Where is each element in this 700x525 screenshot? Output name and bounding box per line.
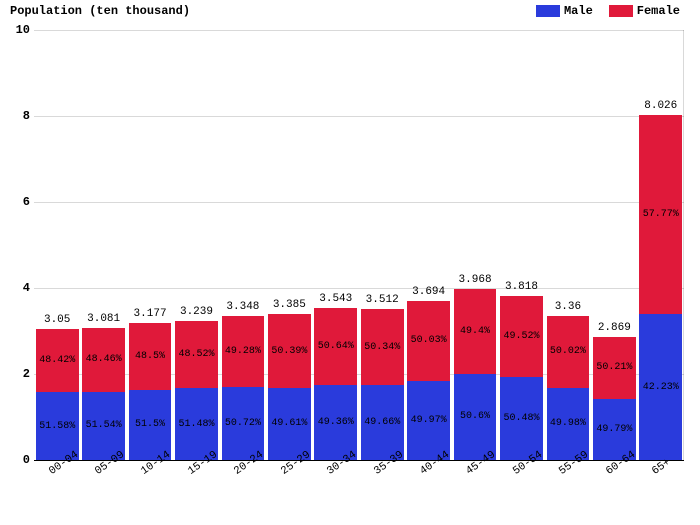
legend-item-female: Female	[609, 4, 680, 18]
bar-total-label: 3.385	[273, 299, 306, 311]
bar-total-label: 3.239	[180, 306, 213, 318]
bar-total-label: 3.512	[366, 294, 399, 306]
bar-total-label: 3.177	[134, 308, 167, 320]
male-pct-label: 51.5%	[135, 419, 165, 430]
male-pct-label: 51.54%	[86, 420, 122, 431]
y-tick-label: 8	[8, 109, 30, 123]
female-pct-label: 50.34%	[364, 342, 400, 353]
bar-group: 51.58%48.42%3.05	[36, 329, 79, 460]
bar-group: 49.97%50.03%3.694	[407, 301, 450, 460]
female-pct-label: 49.52%	[503, 331, 539, 342]
legend: Male Female	[536, 4, 680, 18]
female-pct-label: 57.77%	[643, 209, 679, 220]
bar-group: 49.66%50.34%3.512	[361, 309, 404, 460]
female-pct-label: 50.03%	[411, 335, 447, 346]
bar-total-label: 3.818	[505, 281, 538, 293]
bar-total-label: 2.869	[598, 322, 631, 334]
bar-seg-female: 50.39%	[268, 314, 311, 387]
legend-item-male: Male	[536, 4, 593, 18]
y-tick-label: 4	[8, 281, 30, 295]
plot-area: 024681051.58%48.42%3.0551.54%48.46%3.081…	[34, 30, 684, 460]
bar-seg-female: 49.4%	[454, 289, 497, 373]
bar-seg-female: 50.34%	[361, 309, 404, 385]
male-pct-label: 51.48%	[178, 419, 214, 430]
female-pct-label: 48.42%	[39, 355, 75, 366]
x-tick-label: 65+	[650, 457, 673, 478]
bar-group: 49.36%50.64%3.543	[314, 308, 357, 460]
male-pct-label: 50.6%	[460, 411, 490, 422]
bar-total-label: 3.05	[44, 314, 70, 326]
bar-seg-female: 48.42%	[36, 329, 79, 393]
bar-total-label: 3.694	[412, 286, 445, 298]
bar-group: 51.5%48.5%3.177	[129, 323, 172, 460]
bar-seg-male: 49.97%	[407, 381, 450, 460]
y-tick-label: 2	[8, 367, 30, 381]
bar-total-label: 3.543	[319, 293, 352, 305]
male-pct-label: 50.72%	[225, 418, 261, 429]
legend-swatch-female	[609, 5, 633, 17]
bar-seg-female: 49.28%	[222, 316, 265, 387]
female-pct-label: 49.28%	[225, 346, 261, 357]
bar-seg-female: 48.52%	[175, 321, 218, 389]
legend-label-female: Female	[637, 4, 680, 18]
bar-total-label: 3.348	[226, 301, 259, 313]
bar-total-label: 3.081	[87, 313, 120, 325]
bar-group: 49.61%50.39%3.385	[268, 314, 311, 460]
bar-group: 42.23%57.77%8.026	[639, 115, 682, 460]
male-pct-label: 42.23%	[643, 382, 679, 393]
y-tick-label: 10	[8, 23, 30, 37]
bar-seg-female: 48.46%	[82, 328, 125, 392]
bar-seg-male: 50.6%	[454, 374, 497, 460]
bar-group: 51.54%48.46%3.081	[82, 328, 125, 460]
bar-group: 49.98%50.02%3.36	[547, 316, 590, 460]
bar-group: 51.48%48.52%3.239	[175, 321, 218, 460]
male-pct-label: 49.97%	[411, 415, 447, 426]
male-pct-label: 49.66%	[364, 417, 400, 428]
bar-total-label: 3.968	[459, 274, 492, 286]
bar-seg-female: 50.21%	[593, 337, 636, 399]
female-pct-label: 48.46%	[86, 354, 122, 365]
male-pct-label: 49.79%	[596, 424, 632, 435]
legend-label-male: Male	[564, 4, 593, 18]
male-pct-label: 49.36%	[318, 417, 354, 428]
chart-container: Population (ten thousand) Male Female 0 2…	[0, 0, 700, 525]
female-pct-label: 50.21%	[596, 362, 632, 373]
bar-group: 50.72%49.28%3.348	[222, 316, 265, 460]
bar-group: 50.48%49.52%3.818	[500, 296, 543, 460]
y-tick-label: 0	[8, 453, 30, 467]
bar-group: 49.79%50.21%2.869	[593, 337, 636, 460]
bar-seg-female: 48.5%	[129, 323, 172, 389]
bar-seg-female: 50.64%	[314, 308, 357, 385]
legend-swatch-male	[536, 5, 560, 17]
bar-seg-male: 50.48%	[500, 377, 543, 460]
bar-seg-male: 42.23%	[639, 314, 682, 460]
male-pct-label: 49.61%	[271, 418, 307, 429]
bar-group: 50.6%49.4%3.968	[454, 289, 497, 460]
bar-seg-female: 49.52%	[500, 296, 543, 377]
bar-seg-female: 50.02%	[547, 316, 590, 388]
male-pct-label: 51.58%	[39, 421, 75, 432]
female-pct-label: 50.39%	[271, 346, 307, 357]
female-pct-label: 49.4%	[460, 326, 490, 337]
male-pct-label: 49.98%	[550, 418, 586, 429]
female-pct-label: 50.02%	[550, 346, 586, 357]
bar-seg-female: 50.03%	[407, 301, 450, 380]
female-pct-label: 48.5%	[135, 351, 165, 362]
x-axis-labels: 00-0405-0910-1415-1920-2425-2930-3435-39…	[34, 460, 684, 520]
female-pct-label: 48.52%	[178, 349, 214, 360]
bar-seg-female: 57.77%	[639, 115, 682, 314]
bar-total-label: 3.36	[555, 301, 581, 313]
bar-total-label: 8.026	[644, 100, 677, 112]
male-pct-label: 50.48%	[503, 413, 539, 424]
female-pct-label: 50.64%	[318, 341, 354, 352]
y-tick-label: 6	[8, 195, 30, 209]
y-axis-title: Population (ten thousand)	[10, 4, 190, 18]
